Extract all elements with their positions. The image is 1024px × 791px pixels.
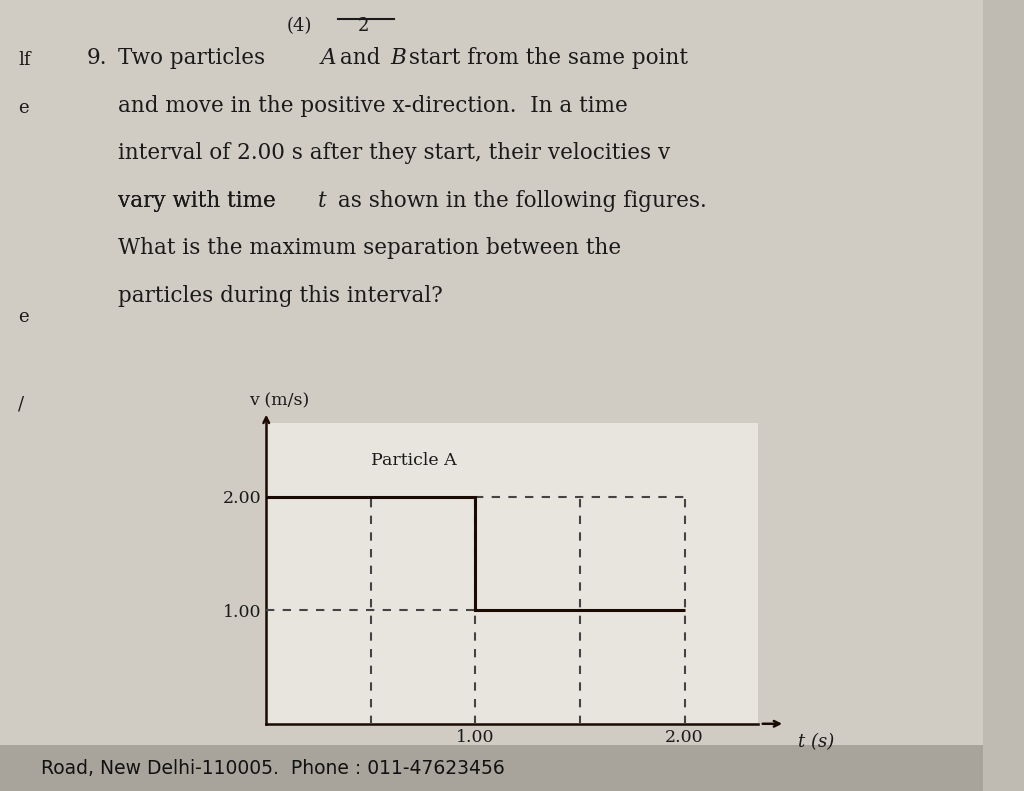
Text: e: e <box>18 308 29 327</box>
Text: Two particles: Two particles <box>118 47 271 70</box>
Text: t: t <box>317 190 326 212</box>
Text: lf: lf <box>18 51 31 70</box>
Text: and: and <box>333 47 387 70</box>
Bar <box>0 745 1024 791</box>
Text: Road, New Delhi-110005.  Phone : 011-47623456: Road, New Delhi-110005. Phone : 011-4762… <box>41 759 505 778</box>
Text: /: / <box>18 396 25 414</box>
Text: A: A <box>321 47 336 70</box>
Text: as shown in the following figures.: as shown in the following figures. <box>331 190 707 212</box>
Text: vary with time: vary with time <box>118 190 283 212</box>
Text: and move in the positive x-direction.  In a time: and move in the positive x-direction. In… <box>118 95 628 117</box>
Text: vary with time: vary with time <box>118 190 283 212</box>
Text: particles during this interval?: particles during this interval? <box>118 285 442 307</box>
Text: (4): (4) <box>287 17 312 36</box>
Text: What is the maximum separation between the: What is the maximum separation between t… <box>118 237 621 259</box>
Text: B: B <box>390 47 406 70</box>
Text: 9.: 9. <box>87 47 108 70</box>
Text: 2: 2 <box>357 17 370 36</box>
Text: start from the same point: start from the same point <box>402 47 688 70</box>
Text: t (s): t (s) <box>798 732 835 751</box>
Text: interval of 2.00 s after they start, their velocities v: interval of 2.00 s after they start, the… <box>118 142 670 165</box>
Text: v (m/s): v (m/s) <box>250 392 309 410</box>
Text: e: e <box>18 99 29 117</box>
Bar <box>983 0 1024 791</box>
Text: Particle A: Particle A <box>371 452 457 469</box>
